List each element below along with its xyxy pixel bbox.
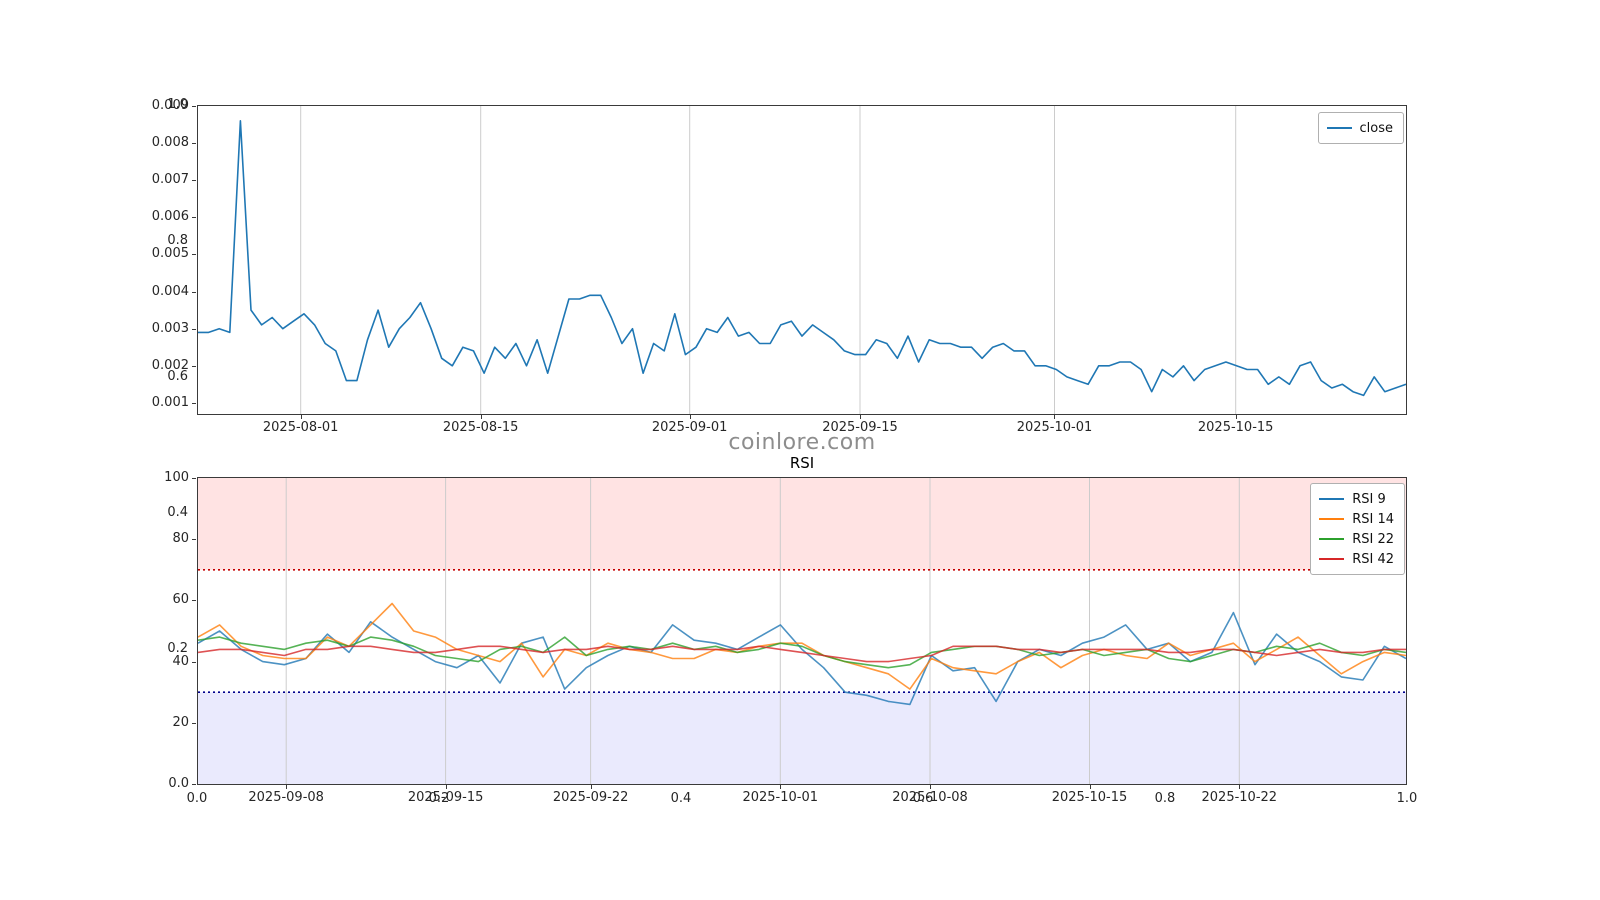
y-tick-mark: [192, 254, 196, 256]
x-tick-mark: [689, 415, 691, 419]
price-x-tick-label: 2025-10-01: [1016, 420, 1093, 435]
price-y-tick-label: 0.002: [151, 357, 189, 373]
rsi-legend: RSI 9 RSI 14 RSI 22 RSI 42: [1310, 483, 1405, 575]
price-x-tick-label: 2025-08-15: [442, 420, 519, 435]
price-y-tick-label: 0.005: [151, 246, 189, 262]
rsi-chart-plot: [197, 477, 1407, 785]
rsi-y-tick-label: 60: [172, 592, 189, 608]
rsi-y-tick-label: 20: [172, 714, 189, 730]
price-x-tick-label: 2025-08-01: [262, 420, 339, 435]
rsi-y-tick-label: 80: [172, 531, 189, 547]
legend-line-swatch: [1319, 538, 1345, 540]
legend-label: RSI 14: [1352, 511, 1394, 527]
price-y-tick-label: 0.001: [151, 394, 189, 410]
price-y-tick-label: 0.008: [151, 135, 189, 151]
y-tick-mark: [192, 478, 196, 479]
price-y-tick-label: 0.006: [151, 209, 189, 225]
legend-label: RSI 22: [1352, 531, 1394, 547]
price-x-tick-label: 2025-09-01: [651, 420, 728, 435]
x-tick-mark: [859, 415, 861, 419]
legend-entry: RSI 22: [1319, 529, 1394, 549]
price-y-tick-label: 0.009: [151, 98, 189, 113]
y-tick-mark: [192, 217, 196, 219]
legend-line-swatch: [1319, 558, 1345, 560]
legend-label: RSI 9: [1352, 491, 1386, 507]
rsi-x-tick-label: 2025-09-08: [248, 790, 324, 805]
y-tick-mark: [192, 291, 196, 293]
legend-entry: close: [1326, 118, 1393, 138]
rsi-chart-svg: [198, 478, 1406, 784]
overlay-y-tick-label: 0.8: [167, 233, 188, 248]
price-chart-plot: [197, 105, 1407, 415]
legend-line-swatch: [1319, 498, 1345, 500]
overlay-y-tick-label: 1.0: [167, 97, 188, 112]
overlay-y-tick-label: 0.2: [167, 641, 188, 656]
legend-line-swatch: [1326, 127, 1352, 129]
x-tick-mark: [300, 415, 302, 419]
price-y-tick-label: 0.003: [151, 320, 189, 336]
x-tick-mark: [445, 785, 447, 789]
y-tick-mark: [192, 365, 196, 367]
x-tick-mark: [1235, 415, 1237, 419]
legend-entry: RSI 9: [1319, 489, 1394, 509]
x-tick-mark: [480, 415, 482, 419]
legend-label: RSI 42: [1352, 551, 1394, 567]
rsi-x-tick-label: 2025-09-15: [407, 790, 484, 805]
price-x-tick-label: 2025-09-15: [822, 420, 898, 435]
y-tick-mark: [192, 180, 196, 182]
overlay-x-tick-label: 0.0: [186, 791, 208, 806]
y-tick-mark: [192, 661, 196, 663]
x-tick-mark: [930, 785, 932, 789]
overlay-y-tick-label: 0.4: [167, 505, 188, 520]
price-y-tick-label: 0.007: [151, 172, 189, 188]
watermark: coinlore.com: [728, 430, 876, 455]
legend-entry: RSI 14: [1319, 509, 1394, 529]
overlay-x-tick-label: 0.6: [912, 791, 934, 806]
price-x-tick-label: 2025-10-15: [1197, 420, 1274, 435]
legend-label: close: [1359, 120, 1393, 136]
rsi-x-tick-label: 2025-10-01: [742, 790, 819, 805]
overlay-x-tick-label: 1.0: [1396, 791, 1418, 806]
rsi-x-tick-label: 2025-09-22: [552, 790, 629, 805]
rsi-y-tick-label: 40: [172, 653, 189, 669]
rsi-chart-title: RSI: [789, 454, 815, 472]
price-y-tick-label: 0.004: [151, 283, 189, 299]
legend-entry: RSI 42: [1319, 549, 1394, 569]
overlay-x-tick-label: 0.4: [670, 791, 692, 806]
y-tick-mark: [192, 328, 196, 330]
overlay-y-tick-label: 0.6: [167, 369, 188, 384]
overlay-x-tick-label: 0.2: [428, 791, 450, 806]
overlay-x-tick-label: 0.8: [1154, 791, 1176, 806]
y-tick-mark: [192, 784, 196, 785]
price-legend: close: [1317, 112, 1404, 144]
x-tick-mark: [780, 785, 782, 789]
y-tick-mark: [192, 539, 196, 541]
x-tick-mark: [590, 785, 592, 789]
y-tick-mark: [192, 722, 196, 724]
legend-line-swatch: [1319, 518, 1345, 520]
y-tick-mark: [192, 600, 196, 602]
x-tick-mark: [1089, 785, 1091, 789]
x-tick-mark: [1239, 785, 1241, 789]
rsi-x-tick-label: 2025-10-08: [892, 790, 968, 805]
rsi-y-tick-label: 100: [164, 470, 189, 485]
price-chart-svg: [198, 106, 1406, 414]
y-tick-mark: [192, 402, 196, 404]
rsi-x-tick-label: 2025-10-22: [1201, 790, 1278, 805]
x-tick-mark: [1054, 415, 1056, 419]
y-tick-mark: [192, 106, 196, 107]
x-tick-mark: [286, 785, 288, 789]
rsi-y-tick-label: 0.0: [168, 776, 189, 791]
rsi-x-tick-label: 2025-10-15: [1051, 790, 1128, 805]
y-tick-mark: [192, 143, 196, 145]
